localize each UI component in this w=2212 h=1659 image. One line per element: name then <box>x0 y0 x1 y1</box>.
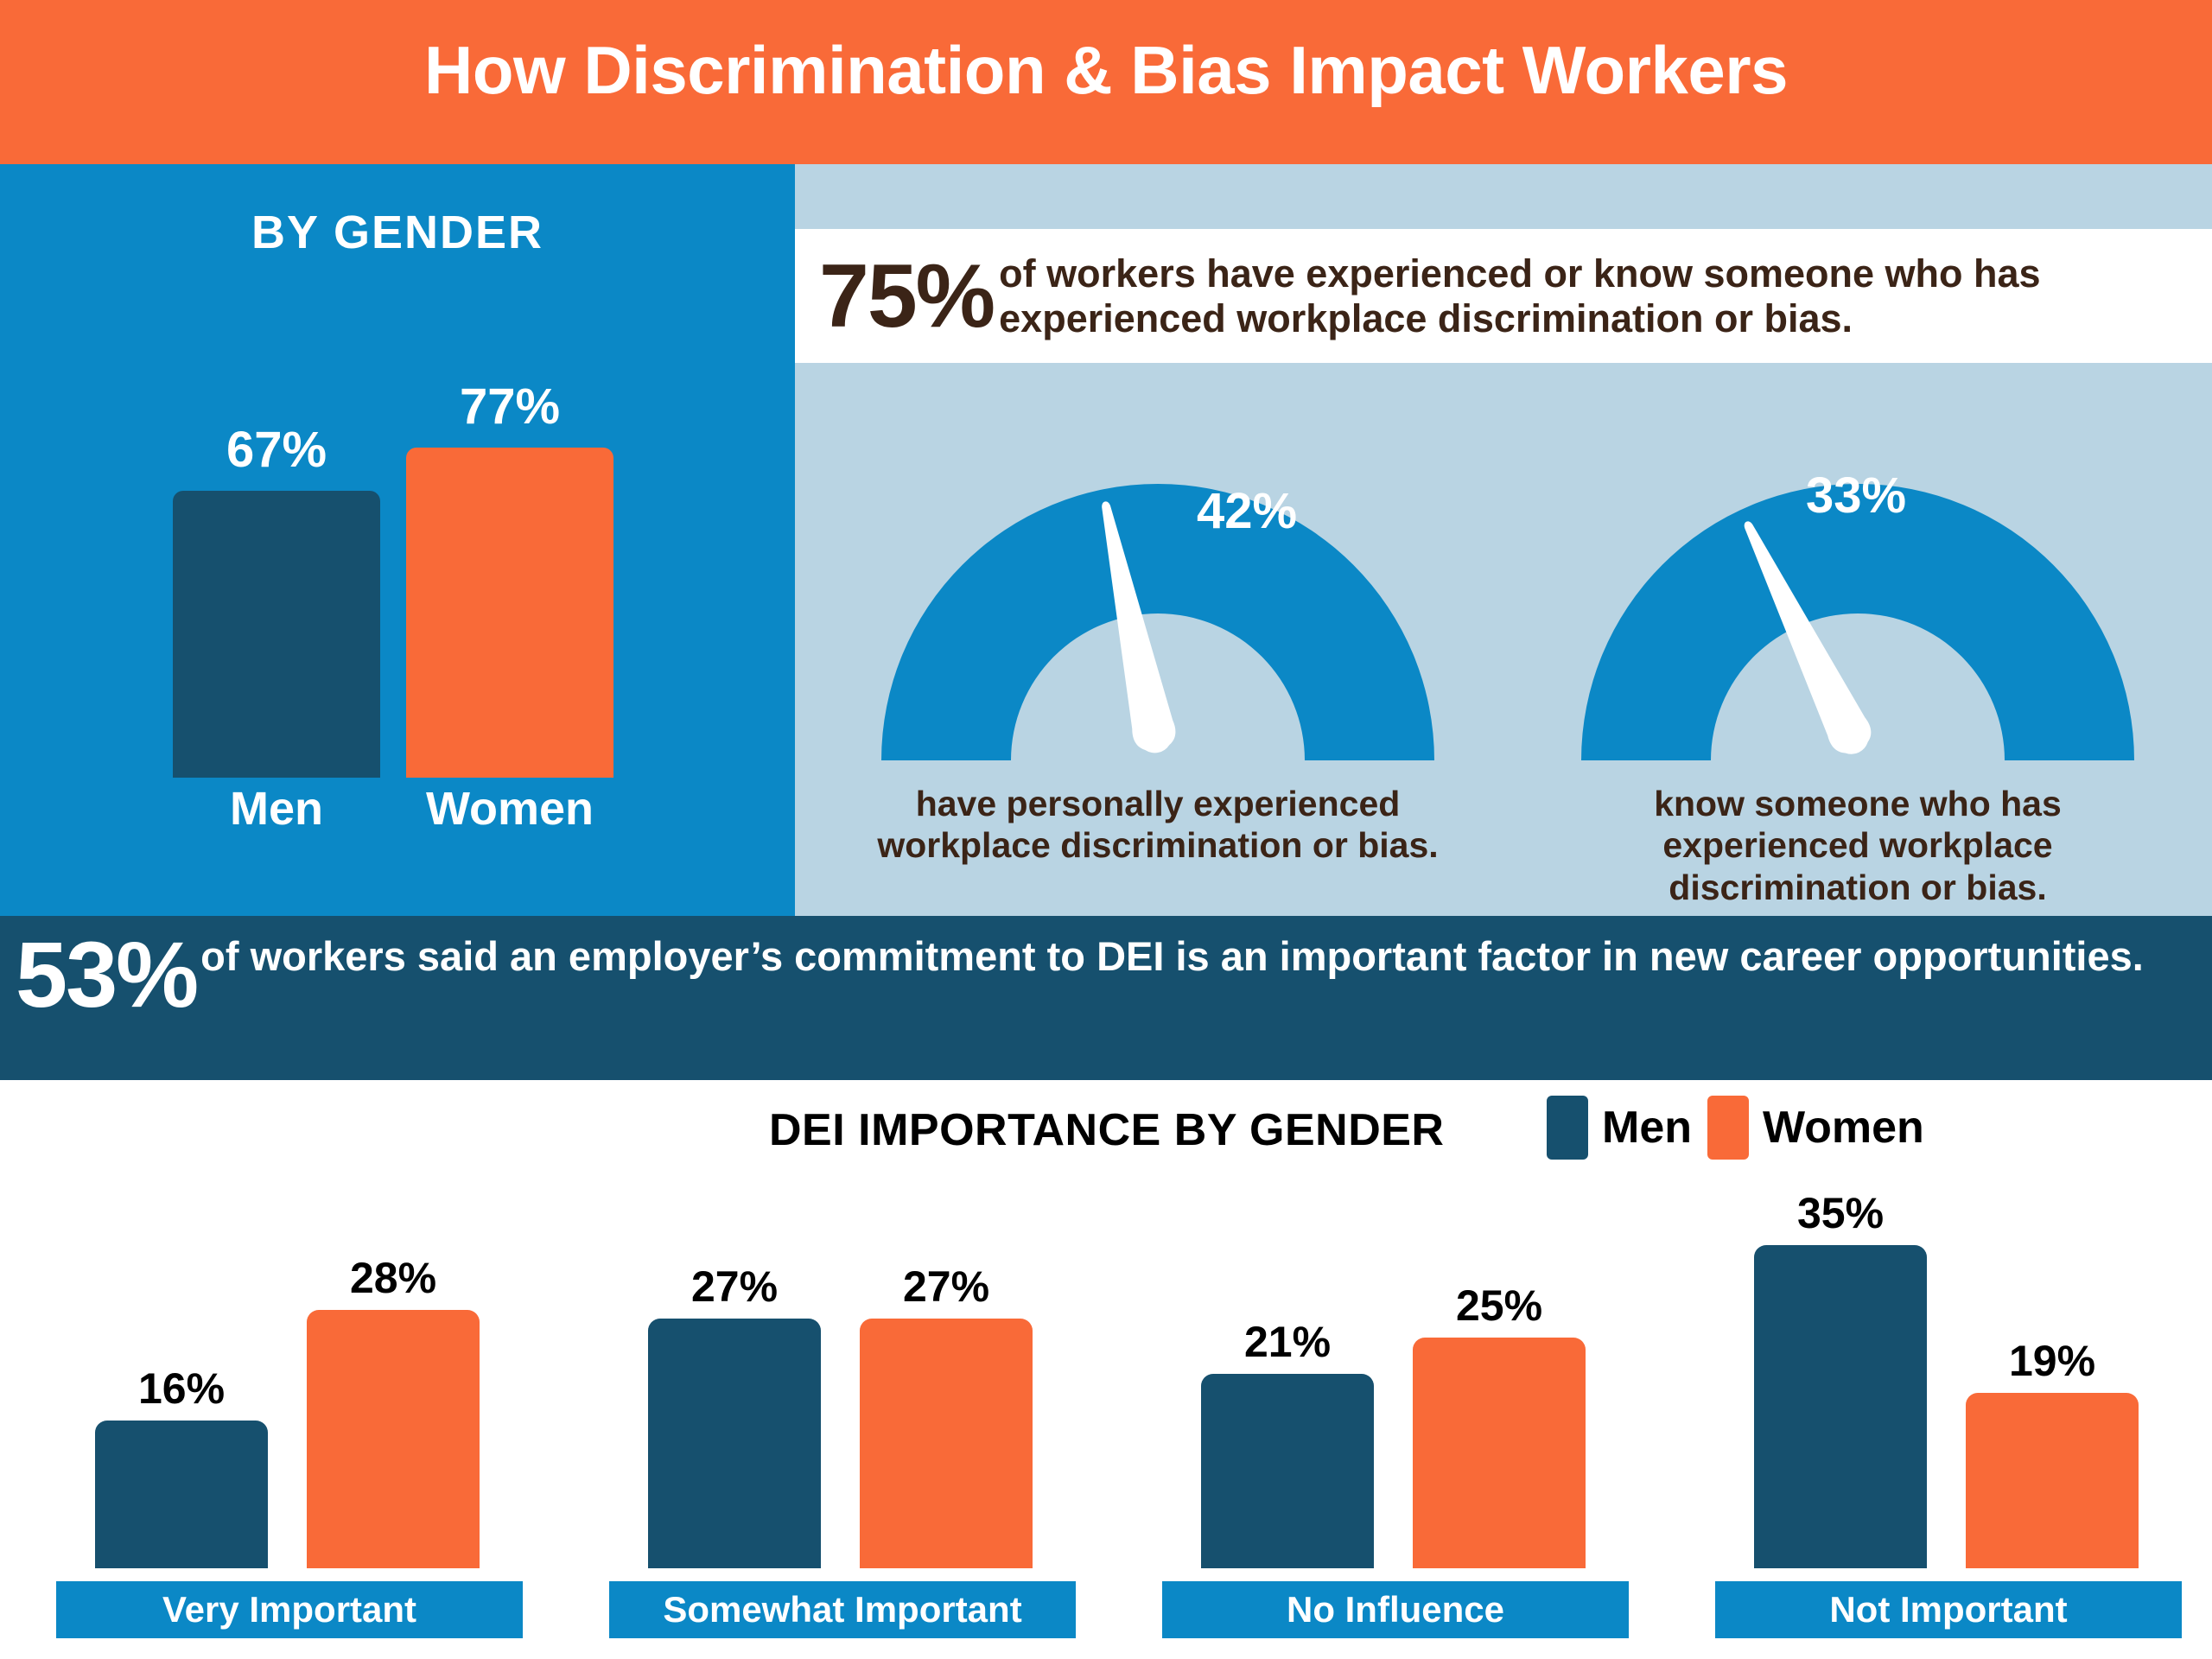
bar-women <box>406 448 613 778</box>
axis-label-men: Men <box>230 783 323 835</box>
gauge-graphic-1: 42% <box>855 449 1460 769</box>
bar-women-0 <box>307 1309 480 1568</box>
stat-75-band: 75% of workers have experienced or know … <box>795 229 2212 363</box>
stat-75-value: 75% <box>819 245 995 346</box>
bar-women-value-2: 25% <box>1455 1281 1543 1330</box>
stat-53-value: 53% <box>16 922 199 1027</box>
gauge-value-1: 42% <box>1197 483 1298 539</box>
gauge-arc-icon <box>1581 484 2134 760</box>
by-gender-title: BY GENDER <box>251 207 544 258</box>
dei-group-not-important: 35% 19% Not Important <box>1694 1166 2203 1650</box>
dei-legend: Men Women <box>1547 1096 1924 1160</box>
dei-header: DEI IMPORTANCE BY GENDER Men Women <box>0 1089 2212 1175</box>
bar-slot-men-3: 35% <box>1754 1166 1927 1568</box>
bar-men-value-2: 21% <box>1243 1318 1332 1367</box>
bar-men-3 <box>1754 1244 1927 1568</box>
bar-slot-men-0: 16% <box>95 1166 268 1568</box>
dei-category-label-0: Very Important <box>56 1581 523 1638</box>
bar-slot-women: 77% <box>406 276 613 778</box>
bar-women-3 <box>1966 1392 2139 1568</box>
bar-women-2 <box>1413 1337 1586 1568</box>
by-gender-bar-chart: 67% 77% <box>164 276 648 778</box>
gauge-needle-icon-1 <box>1102 501 1176 753</box>
gauge-arc-icon <box>881 484 1434 760</box>
gauge-block-know-someone: 33% know someone who has experienced wor… <box>1529 449 2186 908</box>
bar-men-value-0: 16% <box>137 1363 226 1413</box>
bar-slot-men-2: 21% <box>1201 1166 1374 1568</box>
bar-slot-women-0: 28% <box>307 1166 480 1568</box>
bar-slot-women-2: 25% <box>1413 1166 1586 1568</box>
by-gender-axis-labels: Men Women <box>164 782 648 842</box>
legend-label-women: Women <box>1763 1103 1924 1153</box>
bar-men-value-3: 35% <box>1796 1188 1885 1237</box>
dei-group-no-influence: 21% 25% No Influence <box>1141 1166 1650 1650</box>
legend-swatch-women-icon <box>1707 1096 1749 1160</box>
dei-plot-1: 27% 27% <box>588 1166 1097 1568</box>
gauge-caption-1: have personally experienced workplace di… <box>877 784 1439 866</box>
stat-53-band: 53% of workers said an employer’s commit… <box>0 916 2212 1080</box>
gauge-caption-2: know someone who has experienced workpla… <box>1654 784 2062 907</box>
by-gender-panel: BY GENDER 67% 77% Men Women <box>0 164 795 916</box>
bar-women-1 <box>860 1319 1033 1568</box>
gauge-svg-1 <box>881 484 1434 760</box>
axis-label-women: Women <box>425 783 594 835</box>
bar-men-value-1: 27% <box>690 1262 779 1312</box>
dei-category-label-1: Somewhat Important <box>609 1581 1076 1638</box>
dei-category-label-2: No Influence <box>1162 1581 1629 1638</box>
dei-plot-2: 21% 25% <box>1141 1166 1650 1568</box>
legend-item-women: Women <box>1707 1096 1924 1160</box>
bar-women-value-0: 28% <box>349 1253 437 1302</box>
gauge-svg-2 <box>1581 484 2134 760</box>
header-band <box>0 0 2212 164</box>
page-title: How Discrimination & Bias Impact Workers <box>424 32 1788 108</box>
gauge-graphic-2: 33% <box>1555 449 2160 769</box>
bar-men-0 <box>95 1420 268 1568</box>
bar-slot-women-1: 27% <box>860 1166 1033 1568</box>
bar-slot-women-3: 19% <box>1966 1166 2139 1568</box>
bar-men-1 <box>648 1319 821 1568</box>
dei-chart-title: DEI IMPORTANCE BY GENDER <box>769 1105 1445 1155</box>
gauge-value-2: 33% <box>1806 467 1907 524</box>
bar-slot-men: 67% <box>173 276 380 778</box>
bar-men <box>173 490 380 778</box>
bar-men-value: 67% <box>226 421 327 478</box>
dei-group-very-important: 16% 28% Very Important <box>35 1166 544 1650</box>
bar-men-2 <box>1201 1374 1374 1568</box>
gauge-block-personally-experienced: 42% have personally experienced workplac… <box>830 449 1486 867</box>
gauge-needle-icon-2 <box>1744 521 1872 754</box>
bar-women-value-1: 27% <box>902 1262 990 1312</box>
dei-category-label-3: Not Important <box>1715 1581 2182 1638</box>
dei-plot-3: 35% 19% <box>1694 1166 2203 1568</box>
legend-item-men: Men <box>1547 1096 1692 1160</box>
stat-53-text: of workers said an employer’s commitment… <box>200 933 2144 979</box>
dei-group-somewhat-important: 27% 27% Somewhat Important <box>588 1166 1097 1650</box>
stat-75-text: of workers have experienced or know some… <box>999 251 2041 340</box>
bar-women-value: 77% <box>459 378 561 435</box>
dei-importance-section: DEI IMPORTANCE BY GENDER Men Women 16% <box>0 1080 2212 1659</box>
dei-plot-0: 16% 28% <box>35 1166 544 1568</box>
legend-label-men: Men <box>1602 1103 1692 1153</box>
bar-women-value-3: 19% <box>2008 1336 2096 1385</box>
legend-swatch-men-icon <box>1547 1096 1588 1160</box>
bar-slot-men-1: 27% <box>648 1166 821 1568</box>
